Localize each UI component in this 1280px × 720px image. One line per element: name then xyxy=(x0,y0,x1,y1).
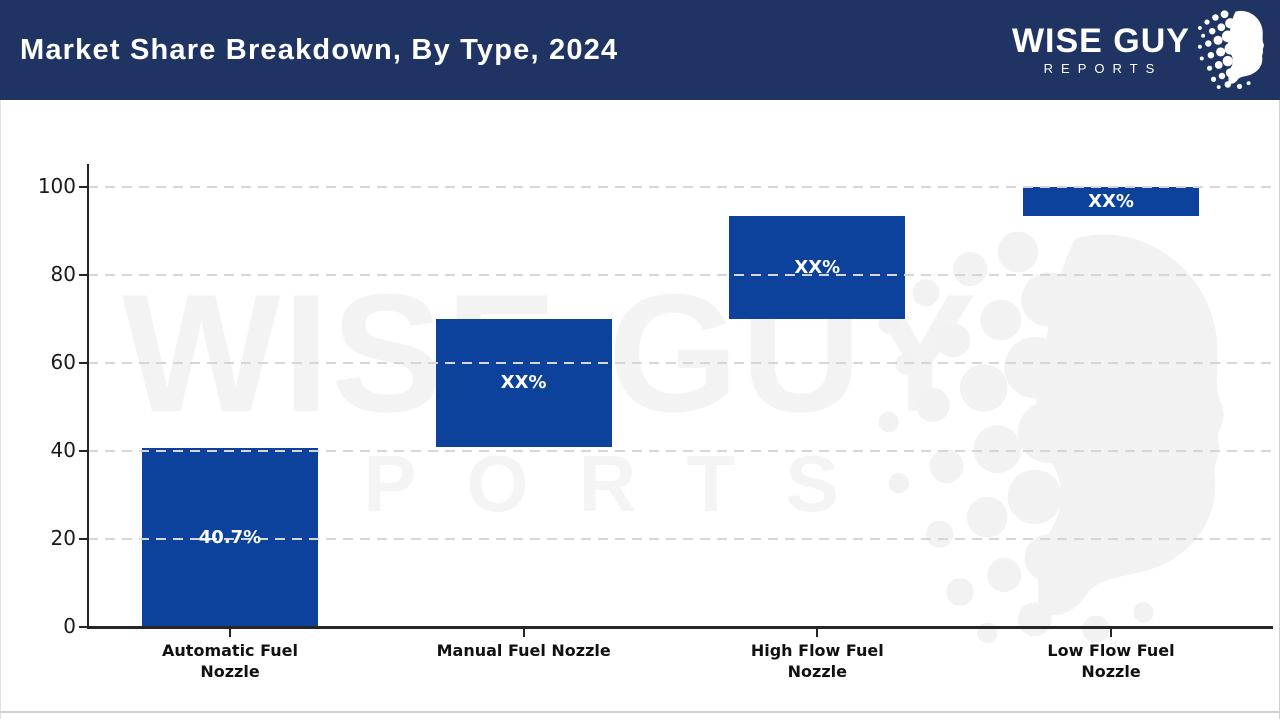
x-tick-mark-4 xyxy=(1110,629,1112,637)
bar-value-label-3: XX% xyxy=(794,257,841,279)
gridline-80 xyxy=(88,274,1272,276)
x-category-label-3: High Flow Fuel Nozzle xyxy=(750,641,884,681)
y-tick-label-80: 80 xyxy=(50,262,76,286)
y-tick-label-40: 40 xyxy=(50,438,76,462)
watermark-dot-face-icon xyxy=(878,231,1224,643)
y-tick-label-20: 20 xyxy=(50,526,76,550)
brand-subtitle: REPORTS xyxy=(1043,61,1163,76)
header: Market Share Breakdown, By Type, 2024 WI… xyxy=(0,0,1280,100)
y-axis-spine xyxy=(87,164,89,628)
y-tick-mark-80 xyxy=(79,274,88,276)
bar-value-label-2: XX% xyxy=(500,372,547,394)
y-tick-label-60: 60 xyxy=(50,350,76,374)
dot-face-icon xyxy=(1197,10,1264,90)
bar-3 xyxy=(729,216,906,319)
bar-4 xyxy=(1023,187,1199,217)
y-tick-label-100: 100 xyxy=(37,174,76,198)
y-tick-mark-60 xyxy=(79,362,88,364)
x-category-label-2: Manual Fuel Nozzle xyxy=(436,641,611,660)
brand-wordmark: WISE GUY REPORTS xyxy=(1012,24,1190,76)
x-tick-mark-2 xyxy=(522,629,525,637)
gridline-20 xyxy=(88,538,1272,540)
y-tick-label-0: 0 xyxy=(63,614,76,638)
x-tick-mark-1 xyxy=(229,629,231,637)
brand-logo: WISE GUY REPORTS xyxy=(1012,0,1272,100)
bar-1 xyxy=(142,447,318,627)
page-title: Market Share Breakdown, By Type, 2024 xyxy=(20,33,619,66)
x-axis-line xyxy=(87,626,1273,629)
bar-value-label-1: 40.7% xyxy=(198,526,262,548)
bottom-border-line xyxy=(0,711,1280,713)
gridline-40 xyxy=(88,450,1272,452)
y-tick-mark-100 xyxy=(79,186,88,188)
x-category-label-1: Automatic Fuel Nozzle xyxy=(162,641,298,681)
bar-2 xyxy=(435,319,612,447)
y-tick-mark-0 xyxy=(79,626,88,628)
bar-value-label-4: XX% xyxy=(1088,191,1134,213)
x-tick-mark-3 xyxy=(816,629,819,637)
gridline-100 xyxy=(88,186,1272,188)
x-category-label-4: Low Flow Fuel Nozzle xyxy=(1047,641,1175,681)
y-tick-mark-40 xyxy=(79,450,88,452)
y-tick-mark-20 xyxy=(79,538,88,540)
brand-name: WISE GUY xyxy=(1011,22,1190,60)
gridline-60 xyxy=(88,362,1272,364)
